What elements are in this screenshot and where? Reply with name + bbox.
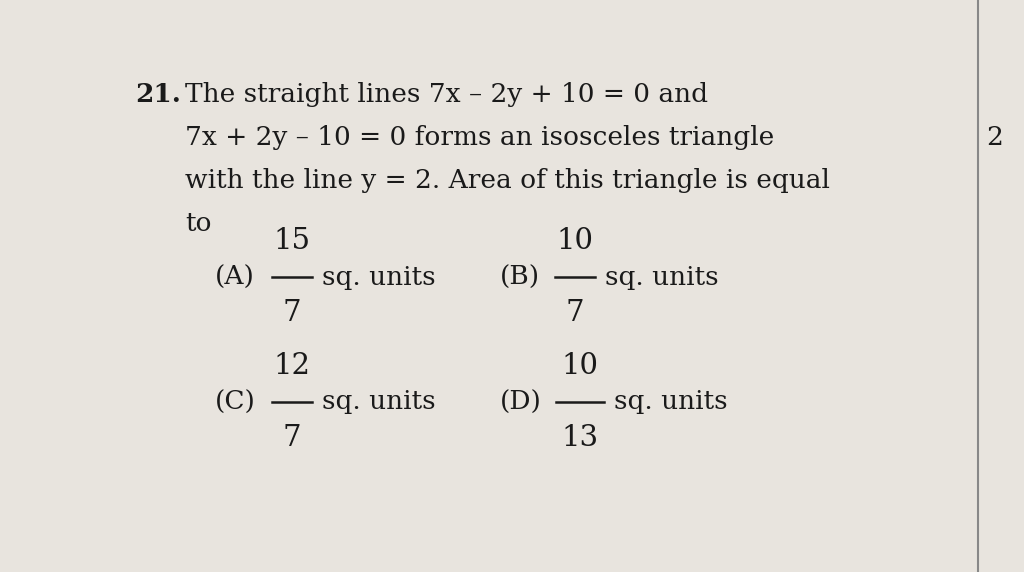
- Text: (A): (A): [215, 264, 255, 289]
- Text: 7x + 2y – 10 = 0 forms an isosceles triangle: 7x + 2y – 10 = 0 forms an isosceles tria…: [185, 125, 774, 150]
- Text: sq. units: sq. units: [605, 264, 719, 289]
- Text: 7: 7: [283, 424, 301, 452]
- Text: 12: 12: [273, 352, 310, 380]
- Text: 21.: 21.: [135, 82, 181, 107]
- Text: The straight lines 7x – 2y + 10 = 0 and: The straight lines 7x – 2y + 10 = 0 and: [185, 82, 708, 107]
- Text: to: to: [185, 211, 212, 236]
- Text: (C): (C): [215, 390, 256, 415]
- Text: 7: 7: [283, 299, 301, 327]
- Text: (B): (B): [500, 264, 540, 289]
- Text: 10: 10: [556, 227, 594, 255]
- Text: 13: 13: [561, 424, 599, 452]
- Text: (D): (D): [500, 390, 542, 415]
- Text: sq. units: sq. units: [322, 390, 435, 415]
- Text: 2: 2: [986, 125, 1002, 150]
- Text: with the line y = 2. Area of this triangle is equal: with the line y = 2. Area of this triang…: [185, 168, 829, 193]
- Text: sq. units: sq. units: [614, 390, 728, 415]
- Text: sq. units: sq. units: [322, 264, 435, 289]
- Text: 10: 10: [561, 352, 598, 380]
- Text: 7: 7: [565, 299, 585, 327]
- Text: 15: 15: [273, 227, 310, 255]
